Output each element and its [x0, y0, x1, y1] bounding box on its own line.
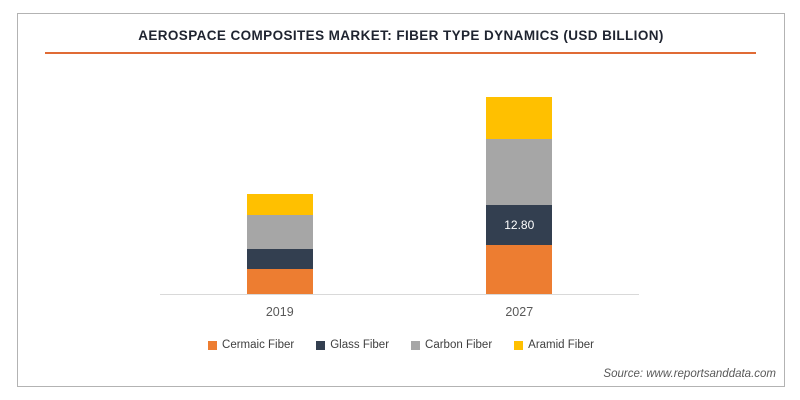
bar-segment-2019-glass-fiber — [246, 249, 313, 269]
chart-legend: Cermaic Fiber Glass Fiber Carbon Fiber Aram… — [18, 339, 784, 351]
legend-swatch-icon — [208, 340, 218, 350]
legend-label: Glass Fiber — [330, 339, 390, 351]
bar-segment-2027-glass-fiber: 12.80 — [486, 204, 553, 245]
chart-title: AEROSPACE COMPOSITES MARKET: FIBER TYPE … — [138, 28, 664, 43]
legend-label: Aramid Fiber — [528, 339, 594, 351]
bar-segment-2019-cermaic-fiber — [246, 269, 313, 294]
bar-segment-2027-cermaic-fiber — [486, 244, 553, 294]
legend-label: Cermaic Fiber — [222, 339, 295, 351]
bar-segment-2019-aramid-fiber — [246, 193, 313, 215]
legend-item-cermaic-fiber: Cermaic Fiber — [208, 339, 294, 351]
title-accent-rule — [45, 52, 756, 54]
bar-segment-2019-carbon-fiber — [246, 214, 313, 249]
chart-plot: 2019 12.80 2027 — [18, 14, 784, 386]
chart-panel: AEROSPACE COMPOSITES MARKET: FIBER TYPE … — [17, 13, 785, 387]
bar-segment-2027-carbon-fiber — [486, 139, 553, 205]
x-axis-label-2019: 2019 — [265, 305, 294, 319]
x-axis-label-2027: 2027 — [505, 305, 534, 319]
legend-item-glass-fiber: Glass Fiber — [316, 339, 389, 351]
bar-data-label: 12.80 — [504, 217, 535, 232]
legend-label: Carbon Fiber — [425, 339, 493, 351]
bar-segment-2027-aramid-fiber — [486, 97, 553, 139]
source-note: Source: www.reportsanddata.com — [603, 368, 776, 380]
legend-item-carbon-fiber: Carbon Fiber — [411, 339, 492, 351]
legend-item-aramid-fiber: Aramid Fiber — [514, 339, 594, 351]
x-axis-line — [160, 294, 639, 295]
legend-swatch-icon — [514, 340, 524, 350]
legend-swatch-icon — [411, 340, 421, 350]
legend-swatch-icon — [316, 340, 326, 350]
